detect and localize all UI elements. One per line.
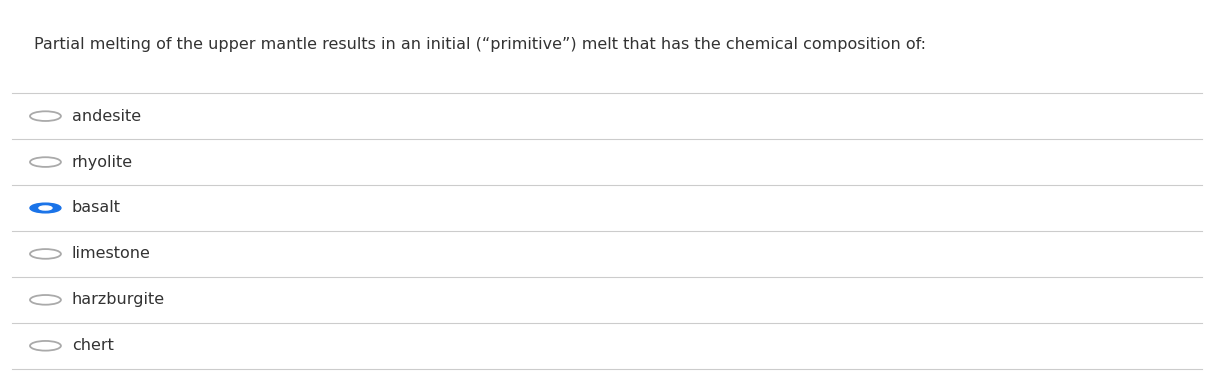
Text: chert: chert	[72, 338, 113, 353]
Text: harzburgite: harzburgite	[72, 292, 165, 307]
Text: rhyolite: rhyolite	[72, 155, 132, 169]
Circle shape	[30, 203, 61, 213]
Text: Partial melting of the upper mantle results in an initial (“primitive”) melt tha: Partial melting of the upper mantle resu…	[34, 37, 925, 52]
Text: andesite: andesite	[72, 109, 141, 124]
Circle shape	[39, 206, 52, 210]
Text: limestone: limestone	[72, 246, 151, 261]
Text: basalt: basalt	[72, 201, 120, 215]
